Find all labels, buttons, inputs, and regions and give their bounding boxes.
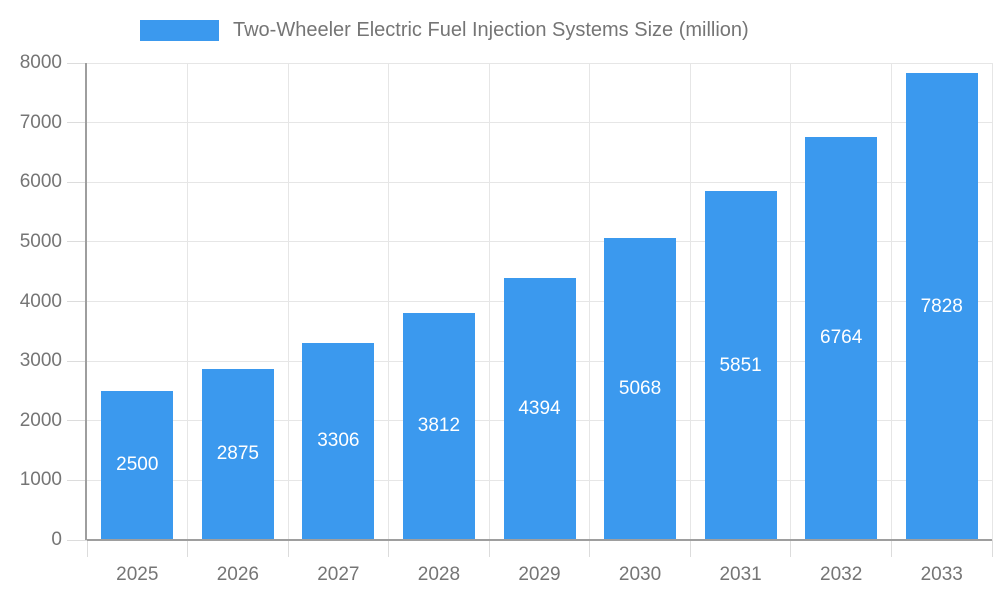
bar-value-label: 3306 xyxy=(317,430,360,452)
y-axis-tick xyxy=(67,539,87,541)
gridline-horizontal xyxy=(87,241,992,243)
y-axis-label: 7000 xyxy=(19,111,62,133)
gridline-horizontal xyxy=(87,181,992,183)
gridline-vertical xyxy=(991,63,993,540)
y-axis-label: 8000 xyxy=(19,52,62,73)
y-axis-tick xyxy=(67,62,87,64)
legend-swatch xyxy=(140,20,219,41)
y-axis-label: 5000 xyxy=(19,230,62,252)
x-axis-tick xyxy=(589,540,591,557)
legend-item[interactable]: Two-Wheeler Electric Fuel Injection Syst… xyxy=(140,19,749,42)
bar-value-label: 4394 xyxy=(518,397,561,419)
gridline-vertical xyxy=(488,63,490,540)
y-axis-tick xyxy=(67,420,87,422)
y-axis-label: 3000 xyxy=(19,350,62,372)
bar-2026[interactable]: 2875 xyxy=(201,368,274,540)
gridline-vertical xyxy=(589,63,591,540)
x-axis-tick xyxy=(86,540,88,557)
bar-2025[interactable]: 2500 xyxy=(101,390,174,540)
y-axis-tick xyxy=(67,479,87,481)
x-axis-label: 2026 xyxy=(216,564,259,585)
y-axis-tick xyxy=(67,122,87,124)
x-axis-label: 2032 xyxy=(820,564,863,585)
y-axis-tick xyxy=(67,181,87,183)
x-axis-label: 2029 xyxy=(518,564,561,585)
bar-value-label: 6764 xyxy=(820,327,863,349)
x-axis-label: 2033 xyxy=(920,564,963,585)
y-axis-label: 2000 xyxy=(19,409,62,431)
x-axis-label: 2028 xyxy=(417,564,461,585)
bar-2028[interactable]: 3812 xyxy=(402,312,475,540)
bar-value-label: 5851 xyxy=(719,354,762,376)
bar-2027[interactable]: 3306 xyxy=(302,342,375,540)
y-axis-label: 1000 xyxy=(19,469,62,491)
bar-2029[interactable]: 4394 xyxy=(503,278,576,540)
bar-value-label: 3812 xyxy=(417,415,461,437)
gridline-vertical xyxy=(790,63,792,540)
bar-2030[interactable]: 5068 xyxy=(604,237,677,540)
y-axis-tick xyxy=(67,360,87,362)
y-axis-label: 0 xyxy=(51,529,62,550)
y-axis-label: 6000 xyxy=(19,171,62,193)
x-axis-tick xyxy=(991,540,993,557)
x-axis-tick xyxy=(287,540,289,557)
x-axis-label: 2031 xyxy=(719,564,762,585)
x-axis-tick xyxy=(388,540,390,557)
x-axis-tick xyxy=(187,540,189,557)
x-axis-tick xyxy=(689,540,691,557)
bar-value-label: 7828 xyxy=(920,295,963,317)
bar-value-label: 2500 xyxy=(116,454,159,476)
legend-label: Two-Wheeler Electric Fuel Injection Syst… xyxy=(233,19,749,41)
x-axis-line xyxy=(87,539,992,541)
bar-2033[interactable]: 7828 xyxy=(905,73,978,540)
y-axis-label: 4000 xyxy=(19,290,62,312)
x-axis-label: 2027 xyxy=(317,564,360,585)
bar-value-label: 2875 xyxy=(216,443,259,465)
x-axis-label: 2030 xyxy=(618,564,662,585)
x-axis-tick xyxy=(488,540,490,557)
bar-2032[interactable]: 6764 xyxy=(805,136,878,540)
gridline-vertical xyxy=(287,63,289,540)
x-axis-label: 2025 xyxy=(116,564,159,585)
bar-2031[interactable]: 5851 xyxy=(704,191,777,540)
y-axis-tick xyxy=(67,241,87,243)
gridline-horizontal xyxy=(87,62,992,64)
y-axis-tick xyxy=(67,301,87,302)
y-axis-line xyxy=(85,63,87,540)
gridline-vertical xyxy=(187,63,189,540)
x-axis-tick xyxy=(790,540,792,557)
x-axis-tick xyxy=(890,540,892,557)
gridline-vertical xyxy=(890,63,892,540)
gridline-horizontal xyxy=(87,122,992,124)
gridline-vertical xyxy=(388,63,390,540)
gridline-vertical xyxy=(689,63,691,540)
bar-value-label: 5068 xyxy=(618,377,662,399)
